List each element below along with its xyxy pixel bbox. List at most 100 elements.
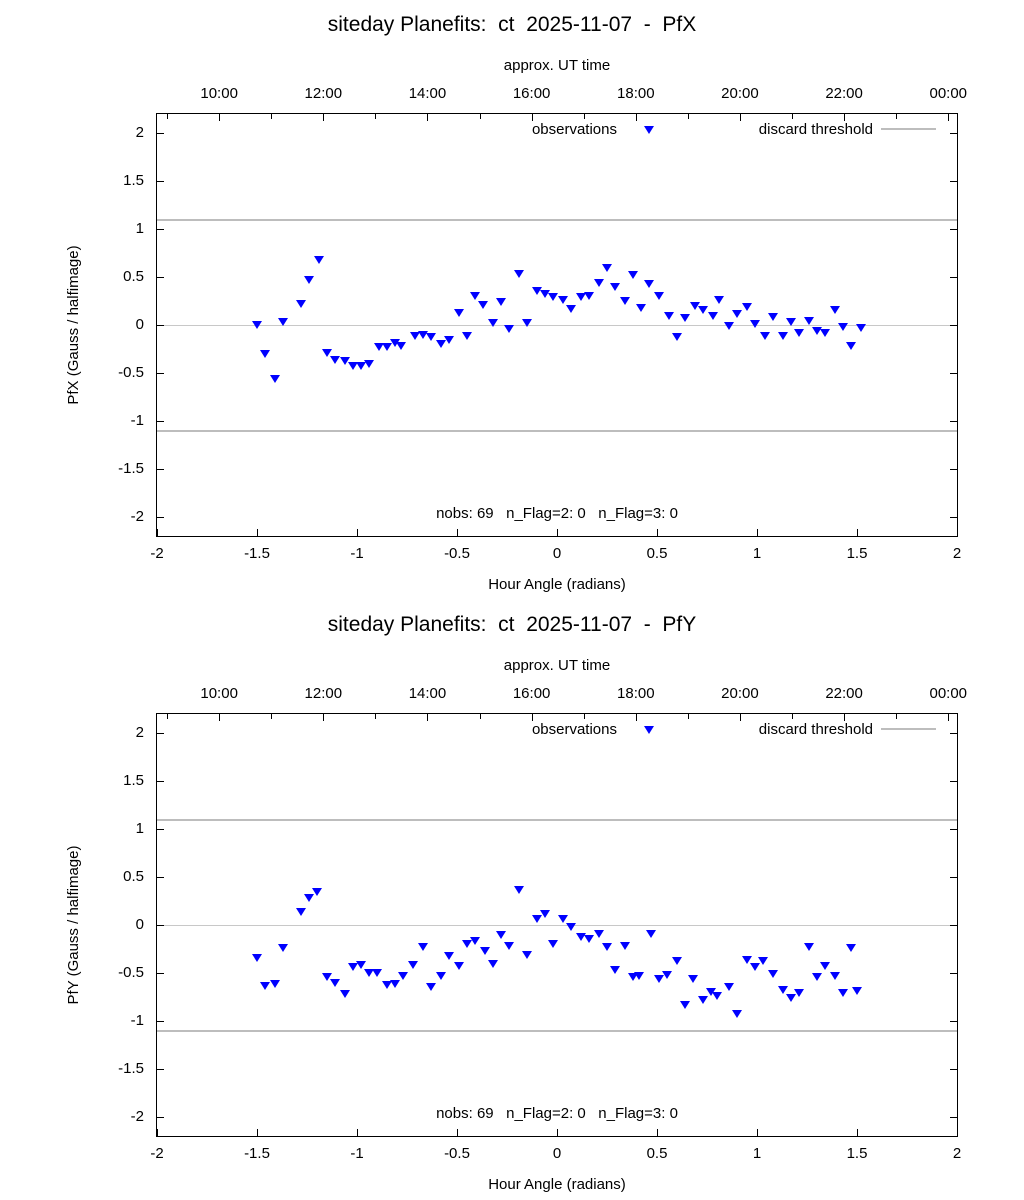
legend-threshold-label: discard threshold: [758, 721, 873, 738]
data-point: [732, 1010, 742, 1019]
x-tick: [157, 529, 158, 536]
x-tick: [457, 1129, 458, 1136]
ut-tick-label: 22:00: [825, 85, 863, 102]
data-point: [712, 991, 722, 1000]
x-tick: [557, 1129, 558, 1136]
x-tick: [257, 529, 258, 536]
x-tick-label: -2: [150, 545, 164, 562]
data-point: [708, 312, 718, 321]
y-tick-right: [950, 829, 957, 831]
data-point: [470, 937, 480, 946]
y-tick-left: [157, 1116, 164, 1118]
data-point: [688, 974, 698, 983]
ut-major-tick: [635, 114, 637, 121]
ut-tick-label: 14:00: [408, 85, 447, 102]
y-tick-label: -0.5: [118, 963, 144, 981]
data-point: [340, 357, 350, 366]
ut-tick-label: 20:00: [721, 685, 759, 702]
data-point: [804, 943, 814, 952]
data-point: [698, 305, 708, 314]
y-tick-left: [157, 277, 164, 279]
data-point: [706, 988, 716, 997]
data-point: [646, 929, 656, 938]
data-point: [390, 339, 400, 348]
y-tick-label: -1: [130, 411, 144, 429]
ut-major-tick: [531, 114, 533, 121]
ut-minor-tick: [167, 114, 169, 119]
x-tick-label: 0.5: [646, 545, 668, 562]
data-point: [382, 981, 392, 990]
x-tick-label: 1.5: [846, 1145, 868, 1162]
data-point: [644, 279, 654, 288]
ut-major-tick: [323, 114, 325, 121]
chart-title: siteday Planefits: ct 2025-11-07 - PfX: [327, 13, 697, 36]
data-point: [260, 982, 270, 991]
data-point: [462, 331, 472, 340]
x-tick-label: 1: [752, 1145, 762, 1162]
y-tick-label: 1: [135, 820, 144, 838]
ut-major-tick: [948, 714, 950, 721]
y-tick-right: [950, 1068, 957, 1070]
data-point: [750, 320, 760, 329]
y-tick-right: [950, 229, 957, 231]
y-tick-label: 2: [135, 724, 144, 742]
data-point: [322, 348, 332, 357]
x-tick-label: 1: [752, 545, 762, 562]
ut-minor-tick: [792, 714, 794, 719]
x-tick-label: 2: [952, 1145, 962, 1162]
data-point: [330, 355, 340, 364]
x-tick: [457, 529, 458, 536]
data-point: [794, 328, 804, 337]
x-tick: [957, 529, 958, 536]
ut-major-tick: [635, 714, 637, 721]
data-point: [620, 297, 630, 306]
data-point: [356, 362, 366, 371]
x-tick-label: -1.5: [244, 1145, 270, 1162]
chart-title: siteday Planefits: ct 2025-11-07 - PfY: [327, 613, 697, 636]
data-point: [602, 264, 612, 273]
y-tick-label: 0: [135, 316, 144, 333]
y-tick-left: [157, 325, 164, 326]
threshold-line-sample: [881, 728, 936, 730]
data-point: [478, 300, 488, 309]
x-tick-label: -1: [350, 1145, 364, 1162]
y-tick-left: [157, 133, 164, 135]
y-tick-label: -0.5: [118, 363, 144, 381]
data-point: [278, 944, 288, 953]
data-point: [260, 349, 270, 358]
y-tick-right: [950, 181, 957, 183]
y-tick-right: [950, 781, 957, 783]
y-tick-label: 0.5: [123, 268, 144, 286]
data-point: [348, 362, 358, 371]
data-point: [540, 910, 550, 919]
data-point: [830, 305, 840, 314]
data-point: [566, 922, 576, 931]
x-tick: [857, 529, 858, 536]
ut-minor-tick: [583, 714, 585, 719]
data-point: [322, 972, 332, 981]
ut-minor-tick: [687, 714, 689, 719]
data-point: [462, 940, 472, 949]
data-point: [312, 888, 322, 897]
data-point: [382, 343, 392, 352]
y-tick-right: [950, 420, 957, 422]
y-axis-label: PfX (Gauss / halfimage): [65, 245, 82, 405]
y-tick-right: [950, 733, 957, 735]
x-tick-label: -1: [350, 545, 364, 562]
x-tick: [657, 529, 658, 536]
discard-threshold-line: [157, 429, 957, 432]
y-tick-left: [157, 972, 164, 974]
y-tick-label: -1.5: [118, 459, 144, 477]
data-point: [838, 989, 848, 998]
data-point: [620, 942, 630, 951]
ut-tick-label: 16:00: [512, 85, 551, 102]
data-point: [628, 271, 638, 280]
data-point: [348, 963, 358, 972]
data-point: [408, 961, 418, 970]
data-point: [672, 332, 682, 341]
data-point: [548, 293, 558, 302]
y-tick-left: [157, 372, 164, 374]
ut-minor-tick: [479, 714, 481, 719]
ut-major-tick: [948, 114, 950, 121]
data-point: [454, 962, 464, 971]
